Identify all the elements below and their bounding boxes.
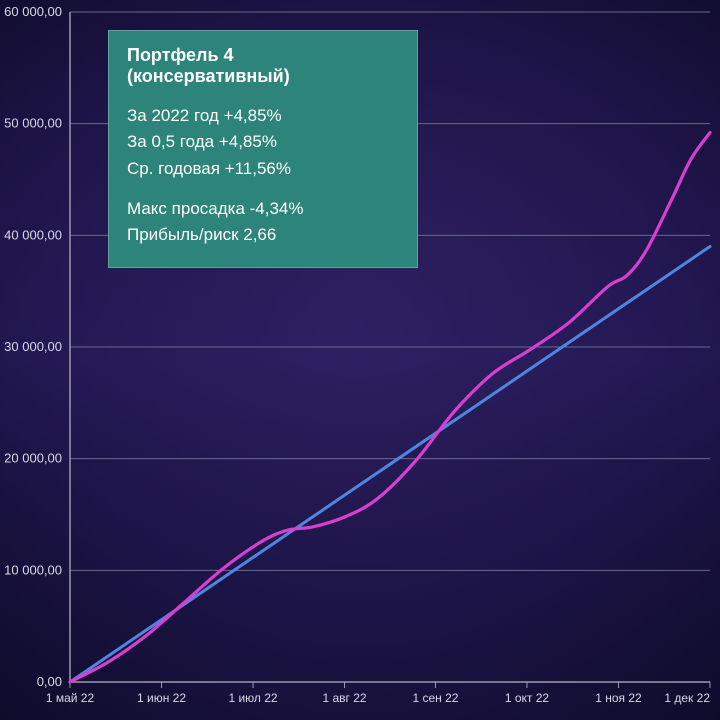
y-tick-label: 40 000,00	[4, 227, 62, 242]
y-tick-label: 30 000,00	[4, 339, 62, 354]
info-box: Портфель 4 (консервативный) За 2022 год +…	[108, 30, 418, 268]
y-tick-label: 50 000,00	[4, 116, 62, 131]
info-box-line: За 2022 год +4,85%	[127, 103, 399, 129]
x-tick-label: 1 дек 22	[664, 691, 710, 705]
y-tick-label: 60 000,00	[4, 4, 62, 19]
chart-stage: 0,00 10 000,00 20 000,00 30 000,00 40 000,00…	[0, 0, 720, 720]
x-tick-label: 1 ноя 22	[595, 691, 642, 705]
info-box-title: Портфель 4 (консервативный)	[127, 45, 399, 87]
info-box-line: Прибыль/риск 2,66	[127, 222, 399, 248]
y-tick-label: 0,00	[37, 674, 62, 689]
y-tick-label: 20 000,00	[4, 451, 62, 466]
x-tick-label: 1 май 22	[46, 691, 95, 705]
info-box-line: Макс просадка -4,34%	[127, 196, 399, 222]
info-box-line: За 0,5 года +4,85%	[127, 129, 399, 155]
info-box-line: Ср. годовая +11,56%	[127, 156, 399, 182]
x-tick-label: 1 сен 22	[412, 691, 458, 705]
x-tick-label: 1 июл 22	[228, 691, 277, 705]
x-tick-label: 1 июн 22	[137, 691, 186, 705]
y-tick-label: 10 000,00	[4, 562, 62, 577]
x-tick-label: 1 авг 22	[322, 691, 366, 705]
info-box-gap	[127, 182, 399, 196]
x-tick-label: 1 окт 22	[505, 691, 550, 705]
